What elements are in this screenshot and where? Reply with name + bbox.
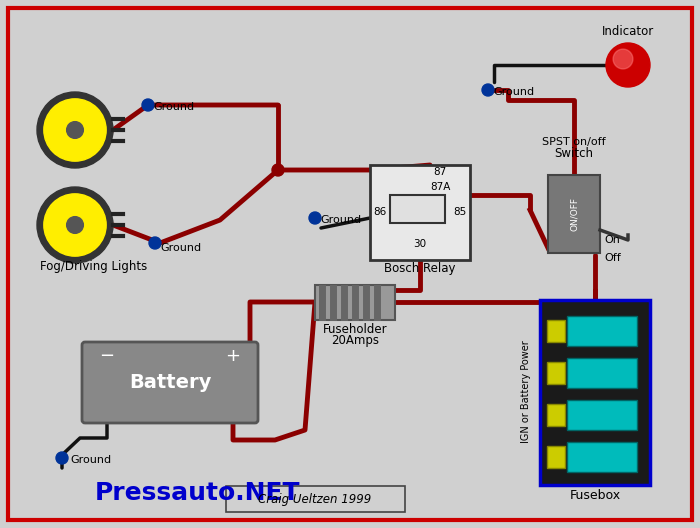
Circle shape xyxy=(56,452,68,464)
FancyBboxPatch shape xyxy=(567,400,637,430)
FancyBboxPatch shape xyxy=(8,8,692,520)
FancyBboxPatch shape xyxy=(547,320,565,342)
Text: Ground: Ground xyxy=(493,87,534,97)
Text: Indicator: Indicator xyxy=(602,25,654,38)
Text: Ground: Ground xyxy=(160,243,201,253)
Text: SPST on/off: SPST on/off xyxy=(542,137,606,147)
Text: Fog/Driving Lights: Fog/Driving Lights xyxy=(40,260,147,273)
Text: Battery: Battery xyxy=(129,372,211,391)
Circle shape xyxy=(149,237,161,249)
FancyBboxPatch shape xyxy=(540,300,650,485)
FancyBboxPatch shape xyxy=(547,362,565,384)
Circle shape xyxy=(613,49,633,69)
Circle shape xyxy=(272,164,284,176)
Circle shape xyxy=(66,216,83,233)
FancyBboxPatch shape xyxy=(548,175,600,253)
FancyBboxPatch shape xyxy=(547,446,565,468)
Text: Switch: Switch xyxy=(554,147,594,160)
Text: +: + xyxy=(225,347,241,365)
Text: Bosch Relay: Bosch Relay xyxy=(384,262,456,275)
Text: −: − xyxy=(99,347,115,365)
Circle shape xyxy=(142,99,154,111)
Text: ON/OFF: ON/OFF xyxy=(570,197,578,231)
FancyBboxPatch shape xyxy=(226,486,405,512)
Text: 30: 30 xyxy=(414,239,426,249)
Text: Fusebox: Fusebox xyxy=(569,489,621,502)
Text: Ground: Ground xyxy=(320,215,361,225)
Circle shape xyxy=(309,212,321,224)
Text: Pressauto.NET: Pressauto.NET xyxy=(95,481,300,505)
FancyBboxPatch shape xyxy=(370,165,470,260)
Text: Craig Ueltzen 1999: Craig Ueltzen 1999 xyxy=(258,494,372,506)
Text: Off: Off xyxy=(604,253,621,263)
FancyBboxPatch shape xyxy=(82,342,258,423)
Text: Fuseholder: Fuseholder xyxy=(323,323,387,336)
Text: Ground: Ground xyxy=(70,455,111,465)
Text: 86: 86 xyxy=(373,207,386,217)
Circle shape xyxy=(44,99,106,161)
Text: Ground: Ground xyxy=(153,102,194,112)
Circle shape xyxy=(66,121,83,138)
Text: 20Amps: 20Amps xyxy=(331,334,379,347)
Text: 87: 87 xyxy=(433,167,447,177)
Circle shape xyxy=(37,92,113,168)
Circle shape xyxy=(37,187,113,263)
Circle shape xyxy=(44,194,106,256)
FancyBboxPatch shape xyxy=(390,195,445,223)
Circle shape xyxy=(482,84,494,96)
Circle shape xyxy=(606,43,650,87)
FancyBboxPatch shape xyxy=(567,442,637,472)
FancyBboxPatch shape xyxy=(567,316,637,346)
Text: 85: 85 xyxy=(454,207,467,217)
Text: IGN or Battery Power: IGN or Battery Power xyxy=(521,341,531,444)
FancyBboxPatch shape xyxy=(315,285,395,320)
FancyBboxPatch shape xyxy=(547,404,565,426)
Text: 87A: 87A xyxy=(430,182,450,192)
FancyBboxPatch shape xyxy=(567,358,637,388)
Text: On: On xyxy=(604,235,620,245)
